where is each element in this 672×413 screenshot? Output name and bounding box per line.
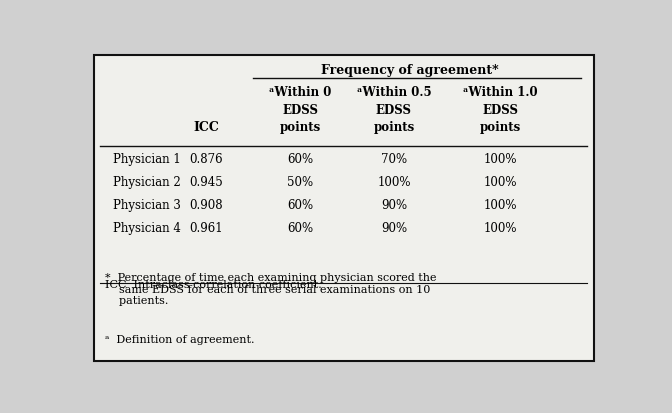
Text: 70%: 70% [381, 153, 407, 166]
Text: points: points [280, 121, 321, 134]
Text: 60%: 60% [287, 153, 313, 166]
Text: 0.876: 0.876 [190, 153, 223, 166]
Text: ᵃWithin 0.5: ᵃWithin 0.5 [357, 86, 431, 99]
Text: points: points [480, 121, 521, 134]
FancyBboxPatch shape [94, 56, 594, 361]
Text: 0.961: 0.961 [190, 221, 223, 234]
Text: 60%: 60% [287, 199, 313, 211]
Text: 90%: 90% [381, 221, 407, 234]
Text: 0.945: 0.945 [190, 176, 223, 188]
Text: 100%: 100% [484, 176, 517, 188]
Text: Physician 3: Physician 3 [113, 199, 181, 211]
Text: EDSS: EDSS [282, 103, 318, 116]
Text: ᵃ  Definition of agreement.: ᵃ Definition of agreement. [105, 334, 254, 344]
Text: Frequency of agreement*: Frequency of agreement* [321, 64, 499, 76]
Text: Physician 4: Physician 4 [113, 221, 181, 234]
Text: 60%: 60% [287, 221, 313, 234]
Text: points: points [373, 121, 415, 134]
Text: 50%: 50% [287, 176, 313, 188]
Text: 100%: 100% [484, 153, 517, 166]
Text: 100%: 100% [484, 199, 517, 211]
Text: 100%: 100% [484, 221, 517, 234]
Text: Physician 1: Physician 1 [113, 153, 180, 166]
Text: 0.908: 0.908 [190, 199, 223, 211]
Text: ICC  Intraclass correlation coefficient.: ICC Intraclass correlation coefficient. [105, 280, 322, 290]
Text: Physician 2: Physician 2 [113, 176, 180, 188]
Text: ICC: ICC [194, 121, 219, 134]
Text: EDSS: EDSS [482, 103, 519, 116]
Text: ᵃWithin 0: ᵃWithin 0 [269, 86, 331, 99]
Text: *  Percentage of time each examining physician scored the
    same EDSS for each: * Percentage of time each examining phys… [105, 273, 436, 306]
Text: 100%: 100% [377, 176, 411, 188]
Text: ᵃWithin 1.0: ᵃWithin 1.0 [463, 86, 538, 99]
Text: 90%: 90% [381, 199, 407, 211]
Text: EDSS: EDSS [376, 103, 412, 116]
